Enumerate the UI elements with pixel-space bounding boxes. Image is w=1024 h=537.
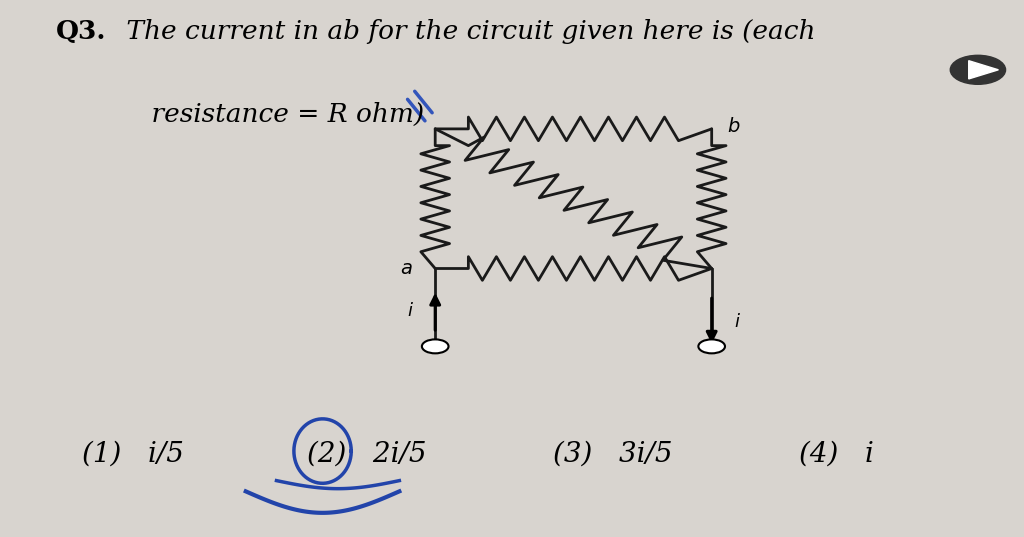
Text: (2)   2i/5: (2) 2i/5	[307, 440, 427, 467]
Text: (1)   i/5: (1) i/5	[82, 440, 183, 467]
Text: (3)   3i/5: (3) 3i/5	[553, 440, 673, 467]
Circle shape	[698, 339, 725, 353]
Polygon shape	[969, 61, 998, 79]
Text: b: b	[727, 117, 739, 136]
Text: The current in ab for the circuit given here is (each: The current in ab for the circuit given …	[118, 19, 815, 44]
Text: i: i	[734, 313, 739, 331]
Text: resistance = R ohm): resistance = R ohm)	[118, 102, 424, 127]
Circle shape	[422, 339, 449, 353]
Text: i: i	[408, 302, 413, 321]
Text: (4)   i: (4) i	[799, 440, 873, 467]
Circle shape	[950, 55, 1006, 84]
Text: Q3.: Q3.	[56, 19, 106, 44]
Text: a: a	[400, 259, 413, 278]
